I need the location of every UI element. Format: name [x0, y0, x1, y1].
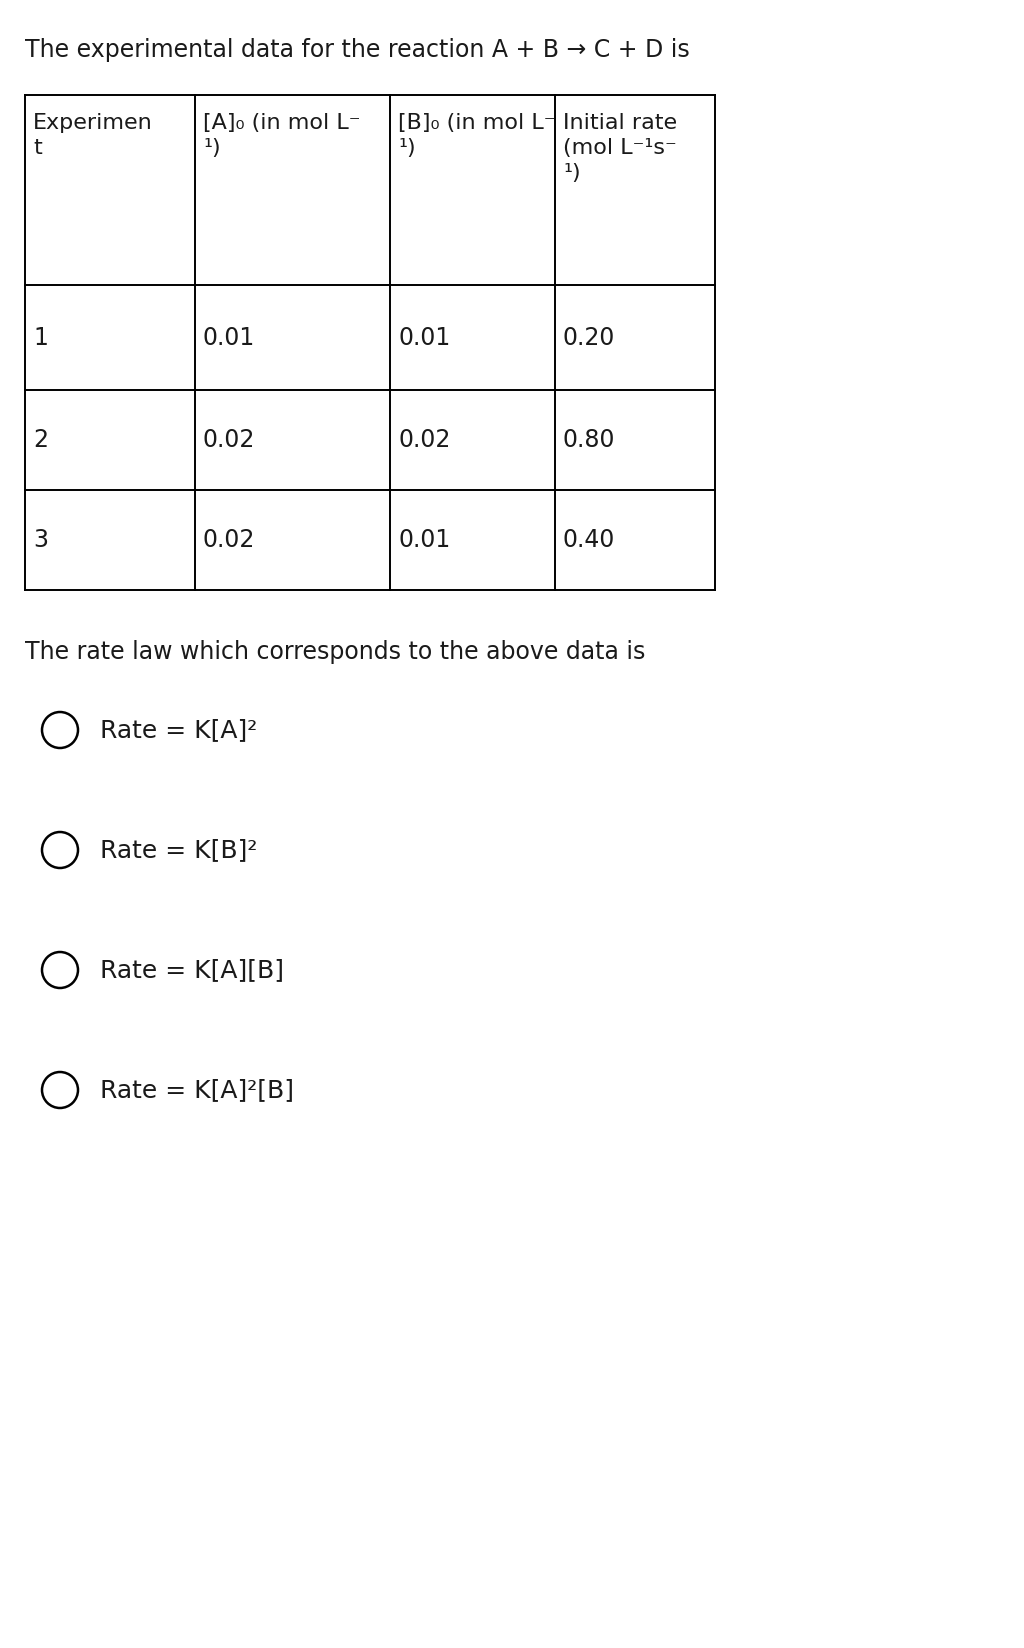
Text: [B]₀ (in mol L⁻
¹): [B]₀ (in mol L⁻ ¹): [398, 114, 555, 158]
Text: 0.02: 0.02: [398, 428, 451, 452]
Text: The rate law which corresponds to the above data is: The rate law which corresponds to the ab…: [25, 639, 645, 664]
Text: 0.01: 0.01: [398, 326, 451, 349]
Text: 3: 3: [33, 527, 48, 552]
Text: Initial rate
(mol L⁻¹s⁻
¹): Initial rate (mol L⁻¹s⁻ ¹): [563, 114, 677, 183]
Text: 0.80: 0.80: [563, 428, 615, 452]
Text: Rate = K[A][B]: Rate = K[A][B]: [100, 957, 284, 982]
Text: The experimental data for the reaction A + B → C + D is: The experimental data for the reaction A…: [25, 38, 690, 63]
Text: Experimen
t: Experimen t: [33, 114, 153, 158]
Text: Rate = K[A]²[B]: Rate = K[A]²[B]: [100, 1078, 294, 1103]
Text: 0.01: 0.01: [398, 527, 451, 552]
Text: 1: 1: [33, 326, 48, 349]
Text: [A]₀ (in mol L⁻
¹): [A]₀ (in mol L⁻ ¹): [203, 114, 360, 158]
Text: 0.01: 0.01: [203, 326, 255, 349]
Text: 0.02: 0.02: [203, 428, 255, 452]
Text: 0.40: 0.40: [563, 527, 615, 552]
Text: 0.02: 0.02: [203, 527, 255, 552]
Text: 2: 2: [33, 428, 48, 452]
Text: 0.20: 0.20: [563, 326, 615, 349]
Text: Rate = K[A]²: Rate = K[A]²: [100, 719, 257, 742]
Text: Rate = K[B]²: Rate = K[B]²: [100, 837, 257, 862]
